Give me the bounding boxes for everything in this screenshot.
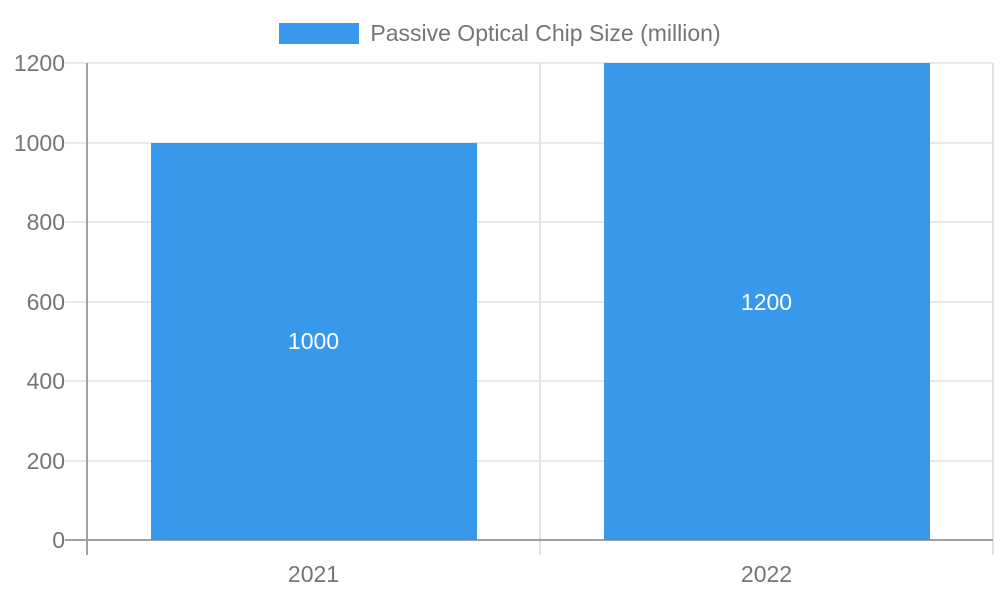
y-axis-tick-label: 400 [26, 368, 65, 394]
gridline-horizontal [65, 459, 993, 462]
gridline-horizontal [65, 380, 993, 382]
gridline-vertical [992, 63, 994, 540]
legend-swatch [279, 23, 360, 44]
gridline-horizontal [65, 221, 993, 223]
bar[interactable] [151, 142, 477, 540]
gridline-horizontal [65, 62, 993, 64]
y-axis-tick-label: 1200 [13, 50, 65, 76]
legend[interactable]: Passive Optical Chip Size (million) [0, 20, 1000, 47]
y-axis-tick-label: 200 [26, 447, 65, 474]
y-axis-tick-label: 800 [26, 209, 65, 235]
gridline-horizontal [65, 300, 993, 303]
y-axis-tick-label: 600 [26, 288, 65, 315]
legend-label: Passive Optical Chip Size (million) [370, 20, 721, 46]
x-axis-tick [992, 540, 994, 555]
y-axis-tick-label: 0 [52, 527, 65, 553]
bar-value-label: 1000 [287, 328, 340, 355]
gridline-horizontal [65, 141, 993, 144]
x-axis-tick [539, 540, 541, 555]
y-axis-tick-label: 1000 [13, 129, 65, 156]
x-axis-category-label: 2021 [287, 561, 340, 587]
x-axis-category-label: 2022 [740, 561, 793, 587]
bar[interactable] [604, 63, 930, 540]
bar-value-label: 1200 [740, 288, 793, 315]
y-axis-line [86, 63, 88, 555]
gridline-vertical [539, 63, 541, 540]
x-axis-line [65, 539, 993, 541]
